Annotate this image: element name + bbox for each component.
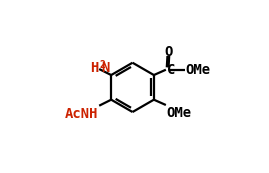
Text: H: H bbox=[90, 61, 98, 75]
Text: OMe: OMe bbox=[186, 63, 211, 77]
Text: 2: 2 bbox=[100, 60, 105, 70]
Text: AcNH: AcNH bbox=[65, 107, 98, 121]
Text: N: N bbox=[101, 61, 109, 75]
Text: C: C bbox=[167, 63, 175, 77]
Text: O: O bbox=[164, 45, 173, 59]
Text: OMe: OMe bbox=[166, 106, 191, 120]
